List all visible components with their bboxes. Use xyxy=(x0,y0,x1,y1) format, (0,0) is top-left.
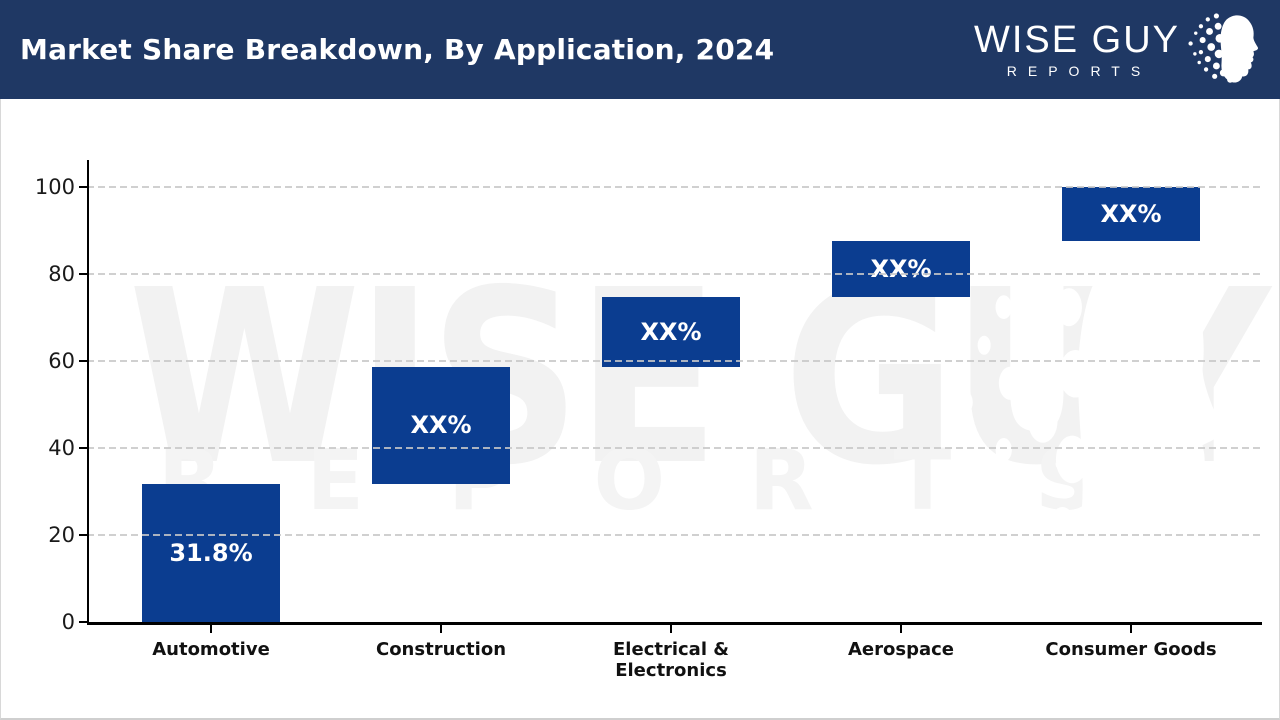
header-bar: Market Share Breakdown, By Application, … xyxy=(0,0,1280,99)
bar-aerospace: XX% xyxy=(832,241,970,298)
y-axis-tick-label: 40 xyxy=(48,436,75,460)
bar-value-label: XX% xyxy=(1100,200,1162,229)
y-axis-tick-label: 60 xyxy=(48,349,75,373)
y-axis-tick-label: 0 xyxy=(61,610,75,634)
x-axis-category-label: Construction xyxy=(375,639,507,660)
x-axis-tick xyxy=(1130,625,1132,633)
x-axis-tick xyxy=(440,625,442,633)
y-axis-tick-label: 100 xyxy=(34,175,75,199)
x-axis-category-label: Electrical & Electronics xyxy=(613,639,729,681)
x-axis-category-label: Automotive xyxy=(152,639,270,660)
watermark-face-icon xyxy=(956,235,1221,619)
wise-guy-reports-logo: WISE GUY REPORTS xyxy=(974,9,1280,91)
y-axis-tick-label: 20 xyxy=(48,523,75,547)
bar-construction: XX% xyxy=(372,366,510,484)
bar-electrical---electronics: XX% xyxy=(602,297,740,367)
gridline-20 xyxy=(87,534,1262,536)
logo-wordmark: WISE GUY xyxy=(973,19,1180,61)
gridline-80 xyxy=(87,273,1262,275)
bar-value-label: XX% xyxy=(640,317,702,346)
bar-value-label: XX% xyxy=(870,255,932,284)
x-axis-tick xyxy=(670,625,672,633)
y-axis-tick-label: 80 xyxy=(48,262,75,286)
x-axis-tick xyxy=(210,625,212,633)
x-axis-category-label: Aerospace xyxy=(847,639,954,660)
gridline-100 xyxy=(87,186,1262,188)
logo-subtext: REPORTS xyxy=(1006,63,1152,79)
y-axis-tick xyxy=(79,273,87,275)
gridline-60 xyxy=(87,360,1262,362)
y-axis-tick xyxy=(79,534,87,536)
bar-value-label: 31.8% xyxy=(169,538,253,567)
gridline-40 xyxy=(87,447,1262,449)
y-axis-line xyxy=(87,160,89,625)
bar-consumer-goods: XX% xyxy=(1062,187,1200,242)
y-axis-tick xyxy=(79,447,87,449)
bar-value-label: XX% xyxy=(410,411,472,440)
x-axis-line xyxy=(87,622,1262,625)
logo-text: WISE GUY REPORTS xyxy=(974,21,1180,78)
y-axis-tick xyxy=(79,621,87,623)
x-axis-tick xyxy=(900,625,902,633)
x-axis-category-label: Consumer Goods xyxy=(1045,639,1217,660)
y-axis-tick xyxy=(79,360,87,362)
page-title: Market Share Breakdown, By Application, … xyxy=(20,33,775,66)
y-axis-tick xyxy=(79,186,87,188)
bar-automotive: 31.8% xyxy=(142,483,280,622)
wise-guy-face-icon xyxy=(1188,12,1259,83)
watermark-subtext: REPORTS xyxy=(158,431,1180,529)
